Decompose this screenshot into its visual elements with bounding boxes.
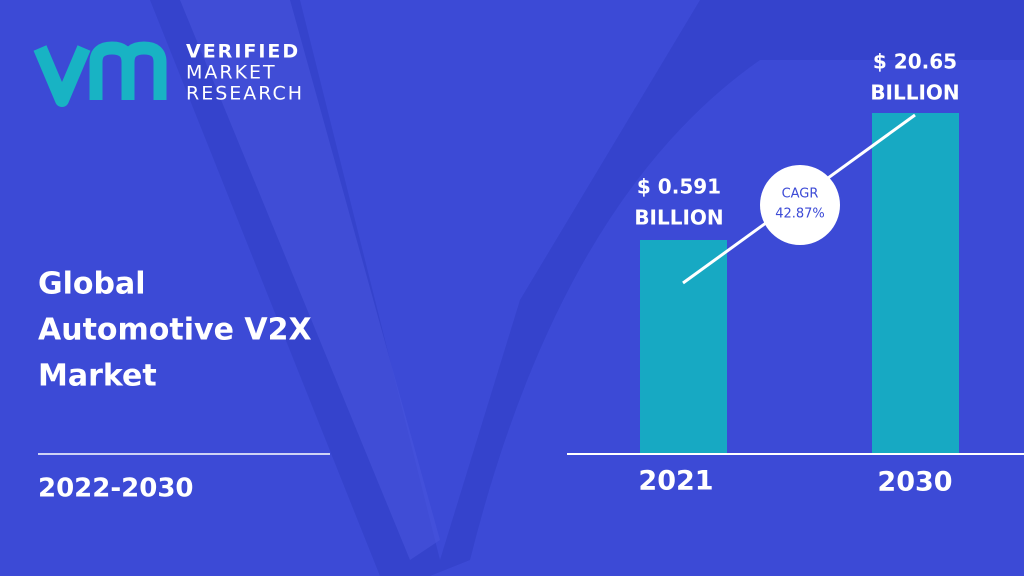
bar-year: 2030: [877, 467, 952, 498]
logo-text: MARKET: [186, 62, 277, 84]
title: Market: [38, 359, 157, 394]
logo-mark: [89, 41, 167, 100]
bar: [640, 240, 727, 454]
bar-unit: BILLION: [870, 81, 959, 105]
background-v-light: [180, 0, 440, 560]
title: Global: [38, 267, 146, 302]
logo-mark: [33, 45, 91, 107]
cagr-badge: [760, 165, 840, 245]
logo-text: VERIFIED: [186, 41, 300, 63]
bar: [872, 113, 959, 454]
cagr-value: 42.87%: [775, 207, 825, 222]
logo: VERIFIED MARKET RESEARCH: [33, 41, 304, 107]
bar-year: 2021: [638, 466, 713, 497]
logo-text: RESEARCH: [186, 83, 304, 105]
bar-unit: BILLION: [634, 206, 723, 230]
bar-value: $ 20.65: [873, 50, 957, 74]
cagr-label: CAGR: [782, 187, 819, 202]
period: 2022-2030: [38, 474, 194, 504]
title: Automotive V2X: [38, 313, 312, 348]
bar-value: $ 0.591: [637, 175, 721, 199]
